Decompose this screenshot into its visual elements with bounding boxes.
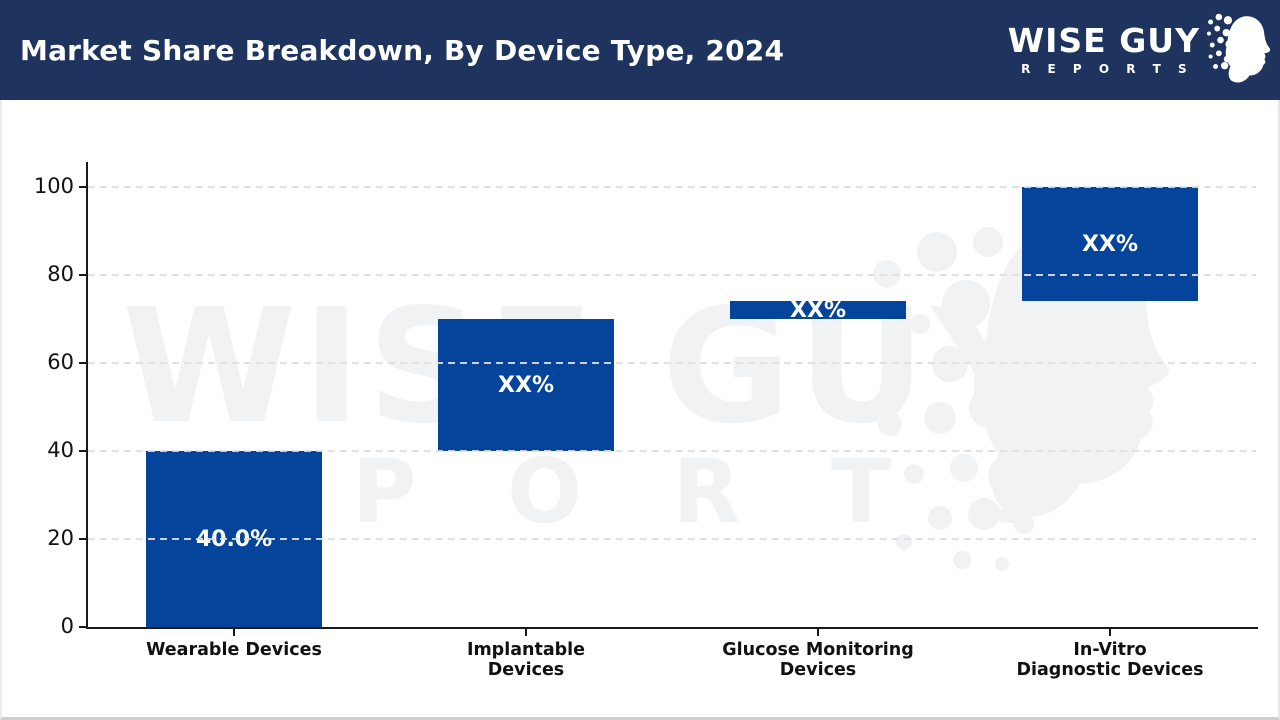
gridline-40 bbox=[88, 450, 1256, 452]
x-category-label-4: In-Vitro Diagnostic Devices bbox=[960, 640, 1260, 680]
brand-logo: WISE GUY R E P O R T S bbox=[1008, 0, 1270, 100]
bar-value-label: XX% bbox=[498, 372, 554, 398]
y-tick-40 bbox=[79, 450, 86, 452]
x-category-label-line: Devices bbox=[487, 660, 565, 680]
waterfall-bar-4: XX% bbox=[1022, 187, 1198, 302]
y-tick-60 bbox=[79, 362, 86, 364]
y-tick-80 bbox=[79, 274, 86, 276]
y-tick-label-60: 60 bbox=[47, 350, 74, 374]
y-tick-100 bbox=[79, 186, 86, 188]
x-category-label-line: Diagnostic Devices bbox=[1016, 660, 1204, 680]
brand-subname: R E P O R T S bbox=[1021, 61, 1194, 76]
y-tick-label-40: 40 bbox=[47, 438, 74, 462]
gridline-60 bbox=[88, 362, 1256, 364]
x-category-label-line: Devices bbox=[779, 660, 857, 680]
x-category-label-line: In-Vitro bbox=[1073, 640, 1147, 660]
y-tick-label-80: 80 bbox=[47, 262, 74, 286]
y-tick-0 bbox=[79, 626, 86, 628]
page-title: Market Share Breakdown, By Device Type, … bbox=[20, 33, 785, 67]
x-tick-1 bbox=[233, 629, 235, 636]
x-category-label-line: Wearable Devices bbox=[146, 640, 322, 660]
x-tick-3 bbox=[817, 629, 819, 636]
x-tick-4 bbox=[1109, 629, 1111, 636]
y-tick-label-100: 100 bbox=[33, 174, 74, 198]
bar-value-label: XX% bbox=[1082, 231, 1138, 257]
x-category-label-line: Glucose Monitoring bbox=[722, 640, 914, 660]
gridline-100 bbox=[88, 186, 1256, 188]
x-category-label-2: Implantable Devices bbox=[376, 640, 676, 680]
x-category-label-1: Wearable Devices bbox=[84, 640, 384, 660]
x-axis-line bbox=[86, 627, 1258, 629]
y-tick-20 bbox=[79, 538, 86, 540]
brand-face-icon bbox=[1206, 13, 1270, 83]
brand-logo-text: WISE GUY R E P O R T S bbox=[1007, 20, 1200, 77]
waterfall-bar-3: XX% bbox=[730, 298, 906, 323]
y-tick-label-20: 20 bbox=[47, 526, 74, 550]
header-bar: Market Share Breakdown, By Device Type, … bbox=[0, 0, 1280, 100]
gridline-20 bbox=[88, 538, 1256, 540]
x-category-label-line: Implantable bbox=[466, 640, 586, 660]
brand-name: WISE GUY bbox=[1007, 20, 1200, 60]
x-tick-2 bbox=[525, 629, 527, 636]
x-category-label-3: Glucose Monitoring Devices bbox=[668, 640, 968, 680]
bar-value-label: XX% bbox=[790, 297, 846, 323]
gridline-80 bbox=[88, 274, 1256, 276]
y-axis-line bbox=[86, 162, 88, 629]
y-tick-label-0: 0 bbox=[60, 614, 74, 638]
waterfall-bar-2: XX% bbox=[438, 319, 614, 451]
